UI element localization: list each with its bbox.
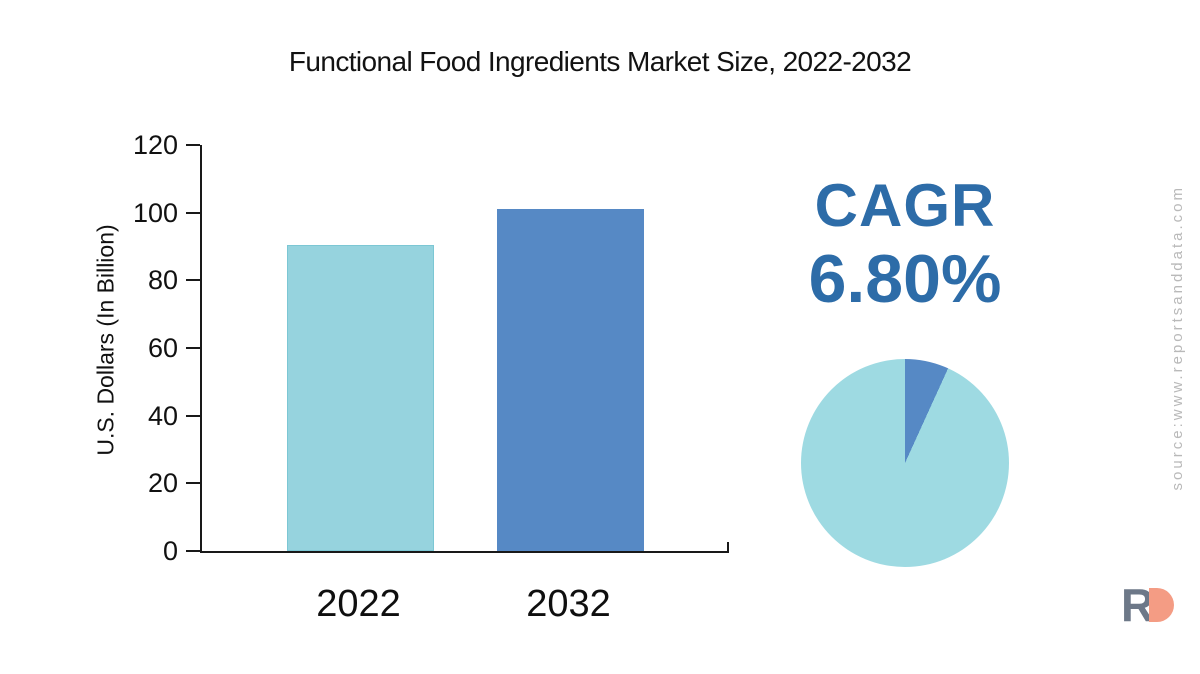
cagr-block: CAGR 6.80%	[755, 172, 1055, 317]
y-tick-mark	[186, 144, 200, 146]
cagr-label: CAGR	[814, 172, 996, 239]
y-tick-mark	[186, 279, 200, 282]
y-tick-label: 60	[147, 333, 178, 363]
y-tick-label: 0	[162, 536, 178, 566]
reportsanddata-logo: R	[1121, 579, 1175, 631]
x-axis-label-2022: 2022	[316, 583, 401, 625]
bar-2022	[287, 245, 434, 551]
y-tick-label: 80	[147, 265, 178, 296]
y-tick-label: 40	[147, 400, 178, 431]
y-tick-label: 120	[132, 130, 178, 160]
logo-d-shape	[1149, 588, 1175, 622]
logo-letter: R	[1121, 579, 1155, 631]
y-tick-mark	[186, 414, 200, 417]
y-tick-mark	[186, 550, 200, 552]
y-tick-label: 100	[132, 197, 178, 228]
y-tick-label: 20	[147, 468, 178, 499]
x-axis-label-2032: 2032	[526, 583, 611, 625]
pie-chart	[801, 359, 1009, 567]
source-attribution: source:www.reportsanddata.com	[1169, 185, 1186, 491]
chart-title: Functional Food Ingredients Market Size,…	[288, 46, 912, 77]
cagr-value: 6.80%	[808, 241, 1002, 317]
x-axis-end-tick	[727, 542, 729, 551]
y-tick-mark	[186, 211, 200, 214]
bar-2032	[497, 209, 644, 551]
y-tick-mark	[186, 347, 200, 349]
y-tick-mark	[186, 482, 200, 485]
bars-container	[202, 145, 729, 551]
x-axis-labels: 2022 2032	[200, 583, 727, 626]
plot-area: 0 20 40 60 80 100 120	[133, 130, 729, 566]
